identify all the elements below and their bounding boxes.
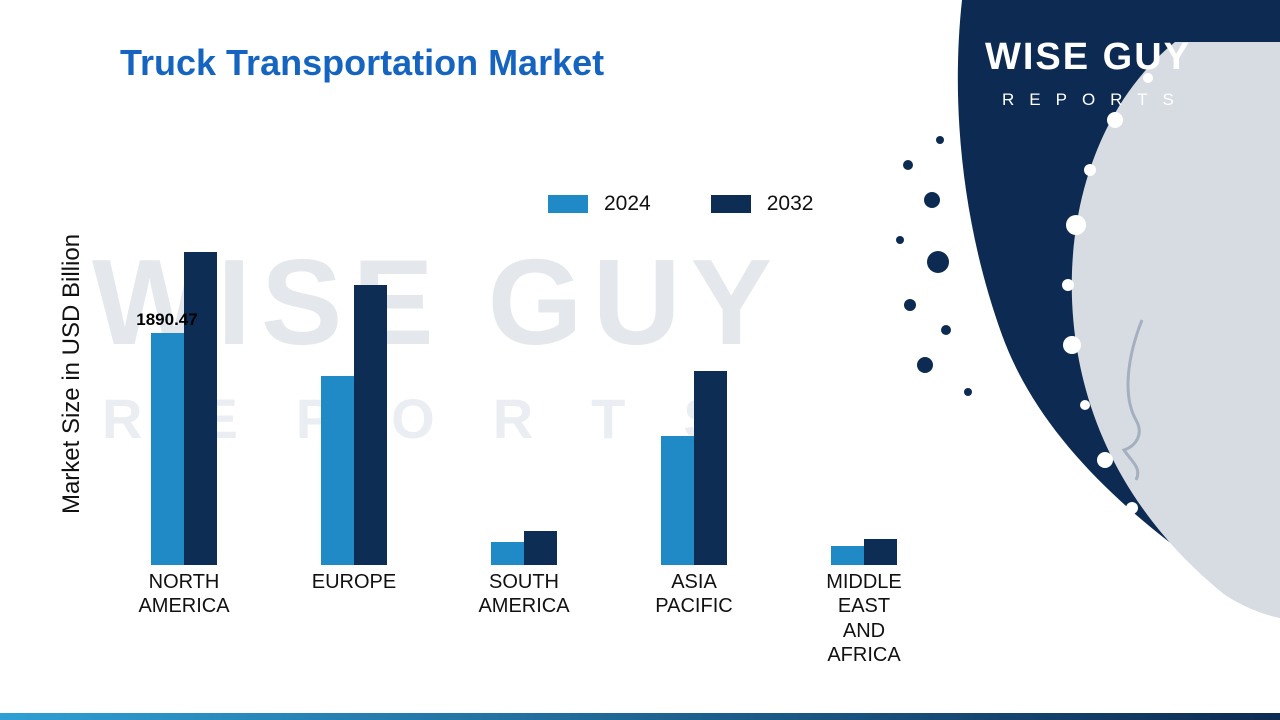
bar-2024-asia-pacific [661,436,694,565]
legend-swatch-2024 [548,195,588,213]
category-label-asia-pacific: ASIA PACIFIC [655,571,733,618]
white-dots [1062,73,1205,590]
category-label-europe: EUROPE [311,571,397,593]
face-profile-line [1121,319,1144,481]
legend: 2024 2032 [548,192,813,216]
bar-2032-asia-pacific [694,371,727,565]
bar-2024-europe [321,376,354,565]
bar-2032-south-america [524,531,557,565]
bottom-accent-bar [0,713,1280,720]
logo-graphic [896,0,1280,618]
bar-2032-europe [354,285,387,565]
legend-label-2024: 2024 [604,192,651,215]
bar-2024-middle-east-and-africa [831,546,864,565]
category-label-south-america: SOUTH AMERICA [478,571,570,618]
legend-item-2024: 2024 [548,192,651,216]
bar-2024-south-america [491,542,524,565]
legend-item-2032: 2032 [710,192,814,216]
bar-2024-north-america [151,333,184,565]
category-label-north-america: NORTH AMERICA [138,571,230,618]
legend-label-2032: 2032 [766,192,814,215]
value-label-north-america-2024: 1890.47 [136,310,198,329]
face-silhouette [1071,42,1280,618]
category-label-middle-east-and-africa: MIDDLE EAST AND AFRICA [826,571,902,667]
logo-tagline: REPORTS [1002,90,1189,109]
navy-dots [896,136,972,396]
bar-2032-middle-east-and-africa [864,539,897,565]
y-axis-label: Market Size in USD Billion [58,233,85,515]
legend-swatch-2032 [710,195,751,213]
logo-wordmark: WISE GUY [985,36,1192,78]
page-title: Truck Transportation Market [120,42,605,83]
bar-2032-north-america [184,252,217,565]
